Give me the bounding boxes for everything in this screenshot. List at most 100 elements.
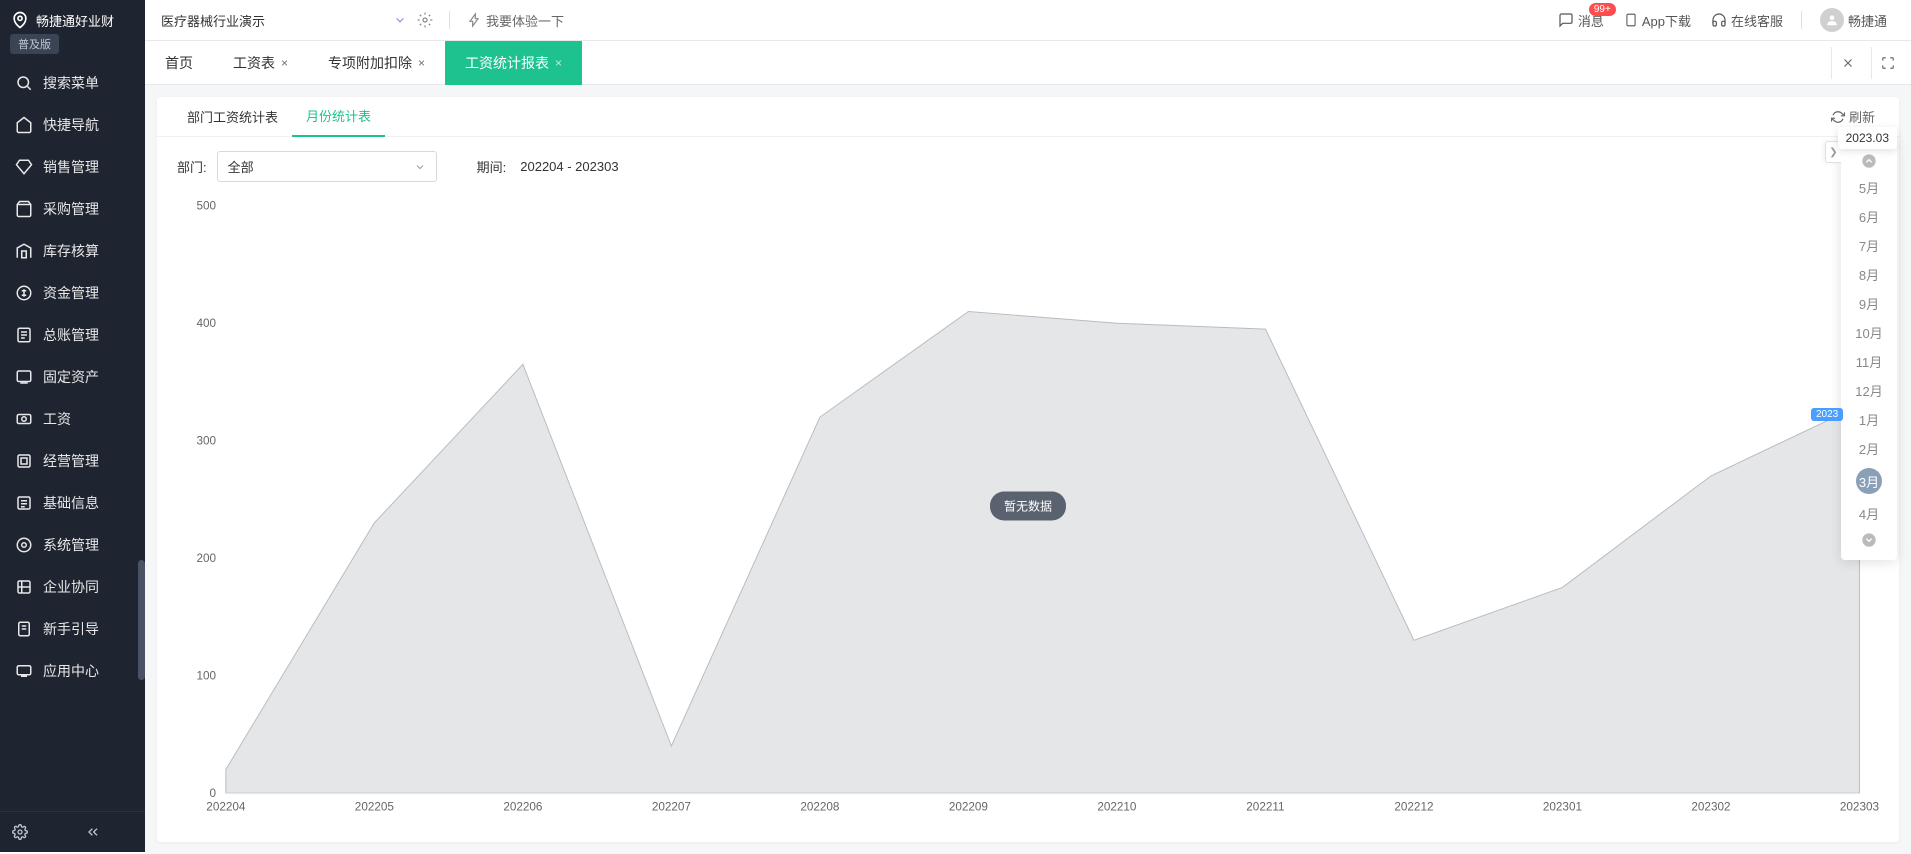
svg-text:202208: 202208 xyxy=(800,801,840,814)
month-next-button[interactable] xyxy=(1841,528,1897,552)
app-label: App下载 xyxy=(1642,11,1691,30)
month-item-7月[interactable]: 7月 xyxy=(1841,231,1897,260)
service-label: 在线客服 xyxy=(1731,11,1783,30)
month-item-1月[interactable]: 1月2023 xyxy=(1841,405,1897,434)
month-item-8月[interactable]: 8月 xyxy=(1841,260,1897,289)
avatar-icon xyxy=(1820,8,1844,32)
svg-text:202212: 202212 xyxy=(1394,801,1433,814)
sidebar-item-manage[interactable]: 经营管理 xyxy=(0,440,145,482)
customer-service-button[interactable]: 在线客服 xyxy=(1703,11,1791,30)
close-all-tabs-button[interactable] xyxy=(1831,47,1863,79)
tabs-bar: 首页工资表×专项附加扣除×工资统计报表× xyxy=(145,41,1911,85)
sidebar-item-label: 经营管理 xyxy=(43,451,99,471)
month-item-12月[interactable]: 12月 xyxy=(1841,376,1897,405)
sidebar-item-home[interactable]: 快捷导航 xyxy=(0,104,145,146)
try-experience-button[interactable]: 我要体验一下 xyxy=(456,11,574,30)
tab-close-icon[interactable]: × xyxy=(555,56,562,70)
tab-工资表[interactable]: 工资表 × xyxy=(213,41,308,85)
subtab-月份统计表[interactable]: 月份统计表 xyxy=(292,97,385,137)
system-icon xyxy=(15,536,33,554)
divider xyxy=(1801,11,1802,29)
svg-text:100: 100 xyxy=(197,669,217,682)
sidebar-item-label: 销售管理 xyxy=(43,157,99,177)
sidebar-item-warehouse[interactable]: 库存核算 xyxy=(0,230,145,272)
divider xyxy=(449,11,450,29)
settings-button[interactable] xyxy=(0,812,73,852)
info-icon xyxy=(15,494,33,512)
sidebar-item-label: 总账管理 xyxy=(43,325,99,345)
dept-filter-value: 全部 xyxy=(228,157,254,176)
sidebar-item-label: 库存核算 xyxy=(43,241,99,261)
filters-row: 部门: 全部 期间: 202204 - 202303 xyxy=(157,137,1899,196)
svg-text:202205: 202205 xyxy=(355,801,395,814)
sidebar-item-label: 采购管理 xyxy=(43,199,99,219)
month-item-11月[interactable]: 11月 xyxy=(1841,347,1897,376)
sidebar-item-coin[interactable]: 资金管理 xyxy=(0,272,145,314)
tab-首页[interactable]: 首页 xyxy=(145,41,213,85)
topbar: 医疗器械行业演示 我要体验一下 消息 A xyxy=(145,0,1911,41)
report-panel: 部门工资统计表月份统计表 刷新 部门: 全部 期间: 2022 xyxy=(157,97,1899,842)
year-tag: 2023 xyxy=(1811,408,1843,421)
message-button[interactable]: 消息 xyxy=(1550,11,1612,30)
user-menu[interactable]: 畅捷通 xyxy=(1812,8,1895,32)
period-label: 期间: xyxy=(477,157,507,176)
month-prev-button[interactable] xyxy=(1841,149,1897,173)
tenant-selector[interactable]: 医疗器械行业演示 xyxy=(161,11,407,30)
guide-icon xyxy=(15,620,33,638)
tab-专项附加扣除[interactable]: 专项附加扣除 × xyxy=(308,41,445,85)
month-item-3月[interactable]: 3月 xyxy=(1841,463,1897,499)
sidebar-item-guide[interactable]: 新手引导 xyxy=(0,608,145,650)
month-item-10月[interactable]: 10月 xyxy=(1841,318,1897,347)
home-icon xyxy=(15,116,33,134)
sidebar-item-bag[interactable]: 采购管理 xyxy=(0,188,145,230)
tenant-name: 医疗器械行业演示 xyxy=(161,11,265,30)
app-download-button[interactable]: App下载 xyxy=(1616,11,1699,30)
month-item-5月[interactable]: 5月 xyxy=(1841,173,1897,202)
tab-label: 工资表 xyxy=(233,53,275,73)
svg-text:202210: 202210 xyxy=(1097,801,1137,814)
sidebar-item-system[interactable]: 系统管理 xyxy=(0,524,145,566)
svg-text:202209: 202209 xyxy=(949,801,988,814)
tab-工资统计报表[interactable]: 工资统计报表× xyxy=(445,41,582,85)
sidebar-footer xyxy=(0,811,145,852)
fullscreen-button[interactable] xyxy=(1871,47,1903,79)
subtab-部门工资统计表[interactable]: 部门工资统计表 xyxy=(173,97,292,137)
svg-text:202211: 202211 xyxy=(1246,801,1284,814)
svg-text:300: 300 xyxy=(197,435,217,448)
sidebar-item-asset[interactable]: 固定资产 xyxy=(0,356,145,398)
sidebar-item-diamond[interactable]: 销售管理 xyxy=(0,146,145,188)
month-item-2月[interactable]: 2月 xyxy=(1841,434,1897,463)
tab-label: 专项附加扣除 xyxy=(328,53,412,73)
sidebar-item-label: 固定资产 xyxy=(43,367,99,387)
chart-container: 0100200300400500202204202205202206202207… xyxy=(157,196,1899,842)
period-value: 202204 - 202303 xyxy=(520,159,618,174)
ledger-icon xyxy=(15,326,33,344)
bag-icon xyxy=(15,200,33,218)
sidebar-item-info[interactable]: 基础信息 xyxy=(0,482,145,524)
collapse-sidebar-button[interactable] xyxy=(73,812,146,852)
tab-close-icon[interactable]: × xyxy=(418,56,425,70)
sidebar-item-collab[interactable]: 企业协同 xyxy=(0,566,145,608)
refresh-button[interactable]: 刷新 xyxy=(1823,107,1883,126)
sidebar-item-apps[interactable]: 应用中心 xyxy=(0,650,145,692)
tenant-settings-button[interactable] xyxy=(407,12,443,28)
message-label: 消息 xyxy=(1578,11,1604,30)
svg-text:202207: 202207 xyxy=(652,801,691,814)
sidebar-menu: 搜索菜单快捷导航销售管理采购管理库存核算资金管理总账管理固定资产工资经营管理基础… xyxy=(0,62,145,811)
diamond-icon xyxy=(15,158,33,176)
svg-text:202302: 202302 xyxy=(1691,801,1730,814)
search-icon xyxy=(15,74,33,92)
apps-icon xyxy=(15,662,33,680)
dept-filter-select[interactable]: 全部 xyxy=(217,151,437,182)
month-item-4月[interactable]: 4月 xyxy=(1841,499,1897,528)
sidebar-item-label: 工资 xyxy=(43,409,71,429)
sidebar-item-ledger[interactable]: 总账管理 xyxy=(0,314,145,356)
sidebar-item-label: 系统管理 xyxy=(43,535,99,555)
sidebar-scrollbar-thumb[interactable] xyxy=(138,560,145,680)
sidebar-item-salary[interactable]: 工资 xyxy=(0,398,145,440)
svg-text:0: 0 xyxy=(210,787,217,800)
month-item-6月[interactable]: 6月 xyxy=(1841,202,1897,231)
month-item-9月[interactable]: 9月 xyxy=(1841,289,1897,318)
sidebar-item-search[interactable]: 搜索菜单 xyxy=(0,62,145,104)
tab-close-icon[interactable]: × xyxy=(281,56,288,70)
